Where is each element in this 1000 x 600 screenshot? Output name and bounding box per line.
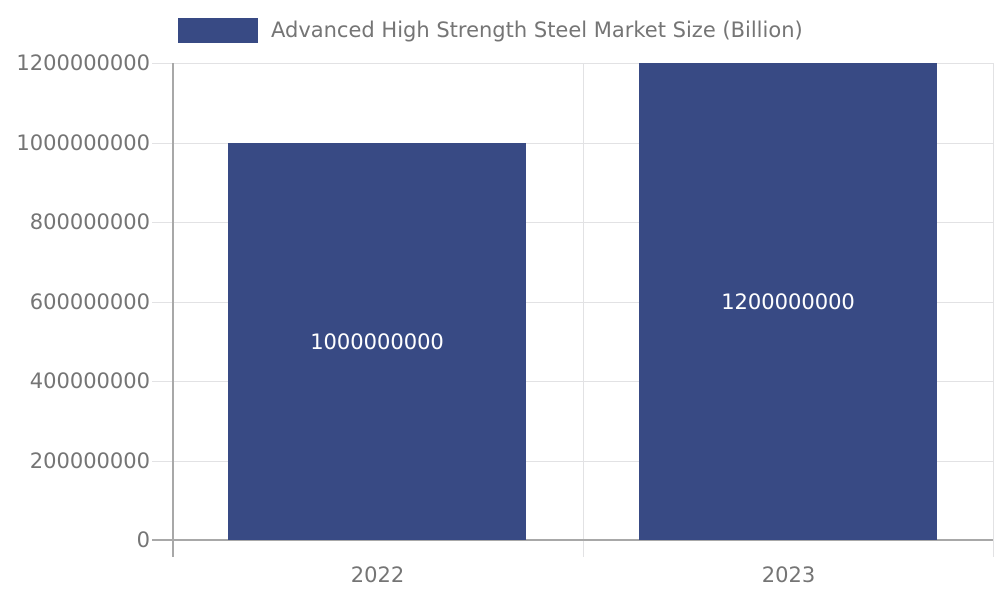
bar-2022[interactable]	[228, 143, 526, 540]
x-tick-mark	[583, 540, 584, 557]
y-tick-mark	[152, 302, 172, 303]
y-tick-label: 1200000000	[16, 51, 150, 75]
bar-value-label: 1000000000	[310, 329, 444, 354]
y-gridline	[172, 222, 993, 223]
y-gridline	[172, 63, 993, 64]
y-tick-label: 400000000	[29, 369, 150, 393]
y-tick-mark	[152, 63, 172, 64]
legend-label: Advanced High Strength Steel Market Size…	[271, 18, 803, 42]
y-tick-label: 800000000	[29, 210, 150, 234]
y-tick-label: 200000000	[29, 449, 150, 473]
x-axis-line	[152, 539, 993, 541]
x-tick-mark	[993, 540, 994, 557]
bar-value-label: 1200000000	[721, 289, 855, 314]
x-tick-label: 2022	[350, 563, 405, 587]
legend-swatch	[178, 17, 258, 43]
y-tick-mark	[152, 143, 172, 144]
bar-2023[interactable]	[639, 63, 937, 540]
y-gridline	[172, 461, 993, 462]
y-gridline	[172, 143, 993, 144]
x-gridline	[993, 63, 994, 540]
y-axis-line	[172, 63, 174, 557]
y-tick-label: 0	[136, 528, 150, 552]
x-gridline	[583, 63, 584, 540]
legend[interactable]: Advanced High Strength Steel Market Size…	[178, 16, 803, 44]
y-tick-label: 1000000000	[16, 131, 150, 155]
y-gridline	[172, 381, 993, 382]
y-tick-mark	[152, 222, 172, 223]
y-tick-mark	[152, 461, 172, 462]
y-tick-label: 600000000	[29, 290, 150, 314]
y-gridline	[172, 302, 993, 303]
x-tick-label: 2023	[761, 563, 816, 587]
y-tick-mark	[152, 381, 172, 382]
